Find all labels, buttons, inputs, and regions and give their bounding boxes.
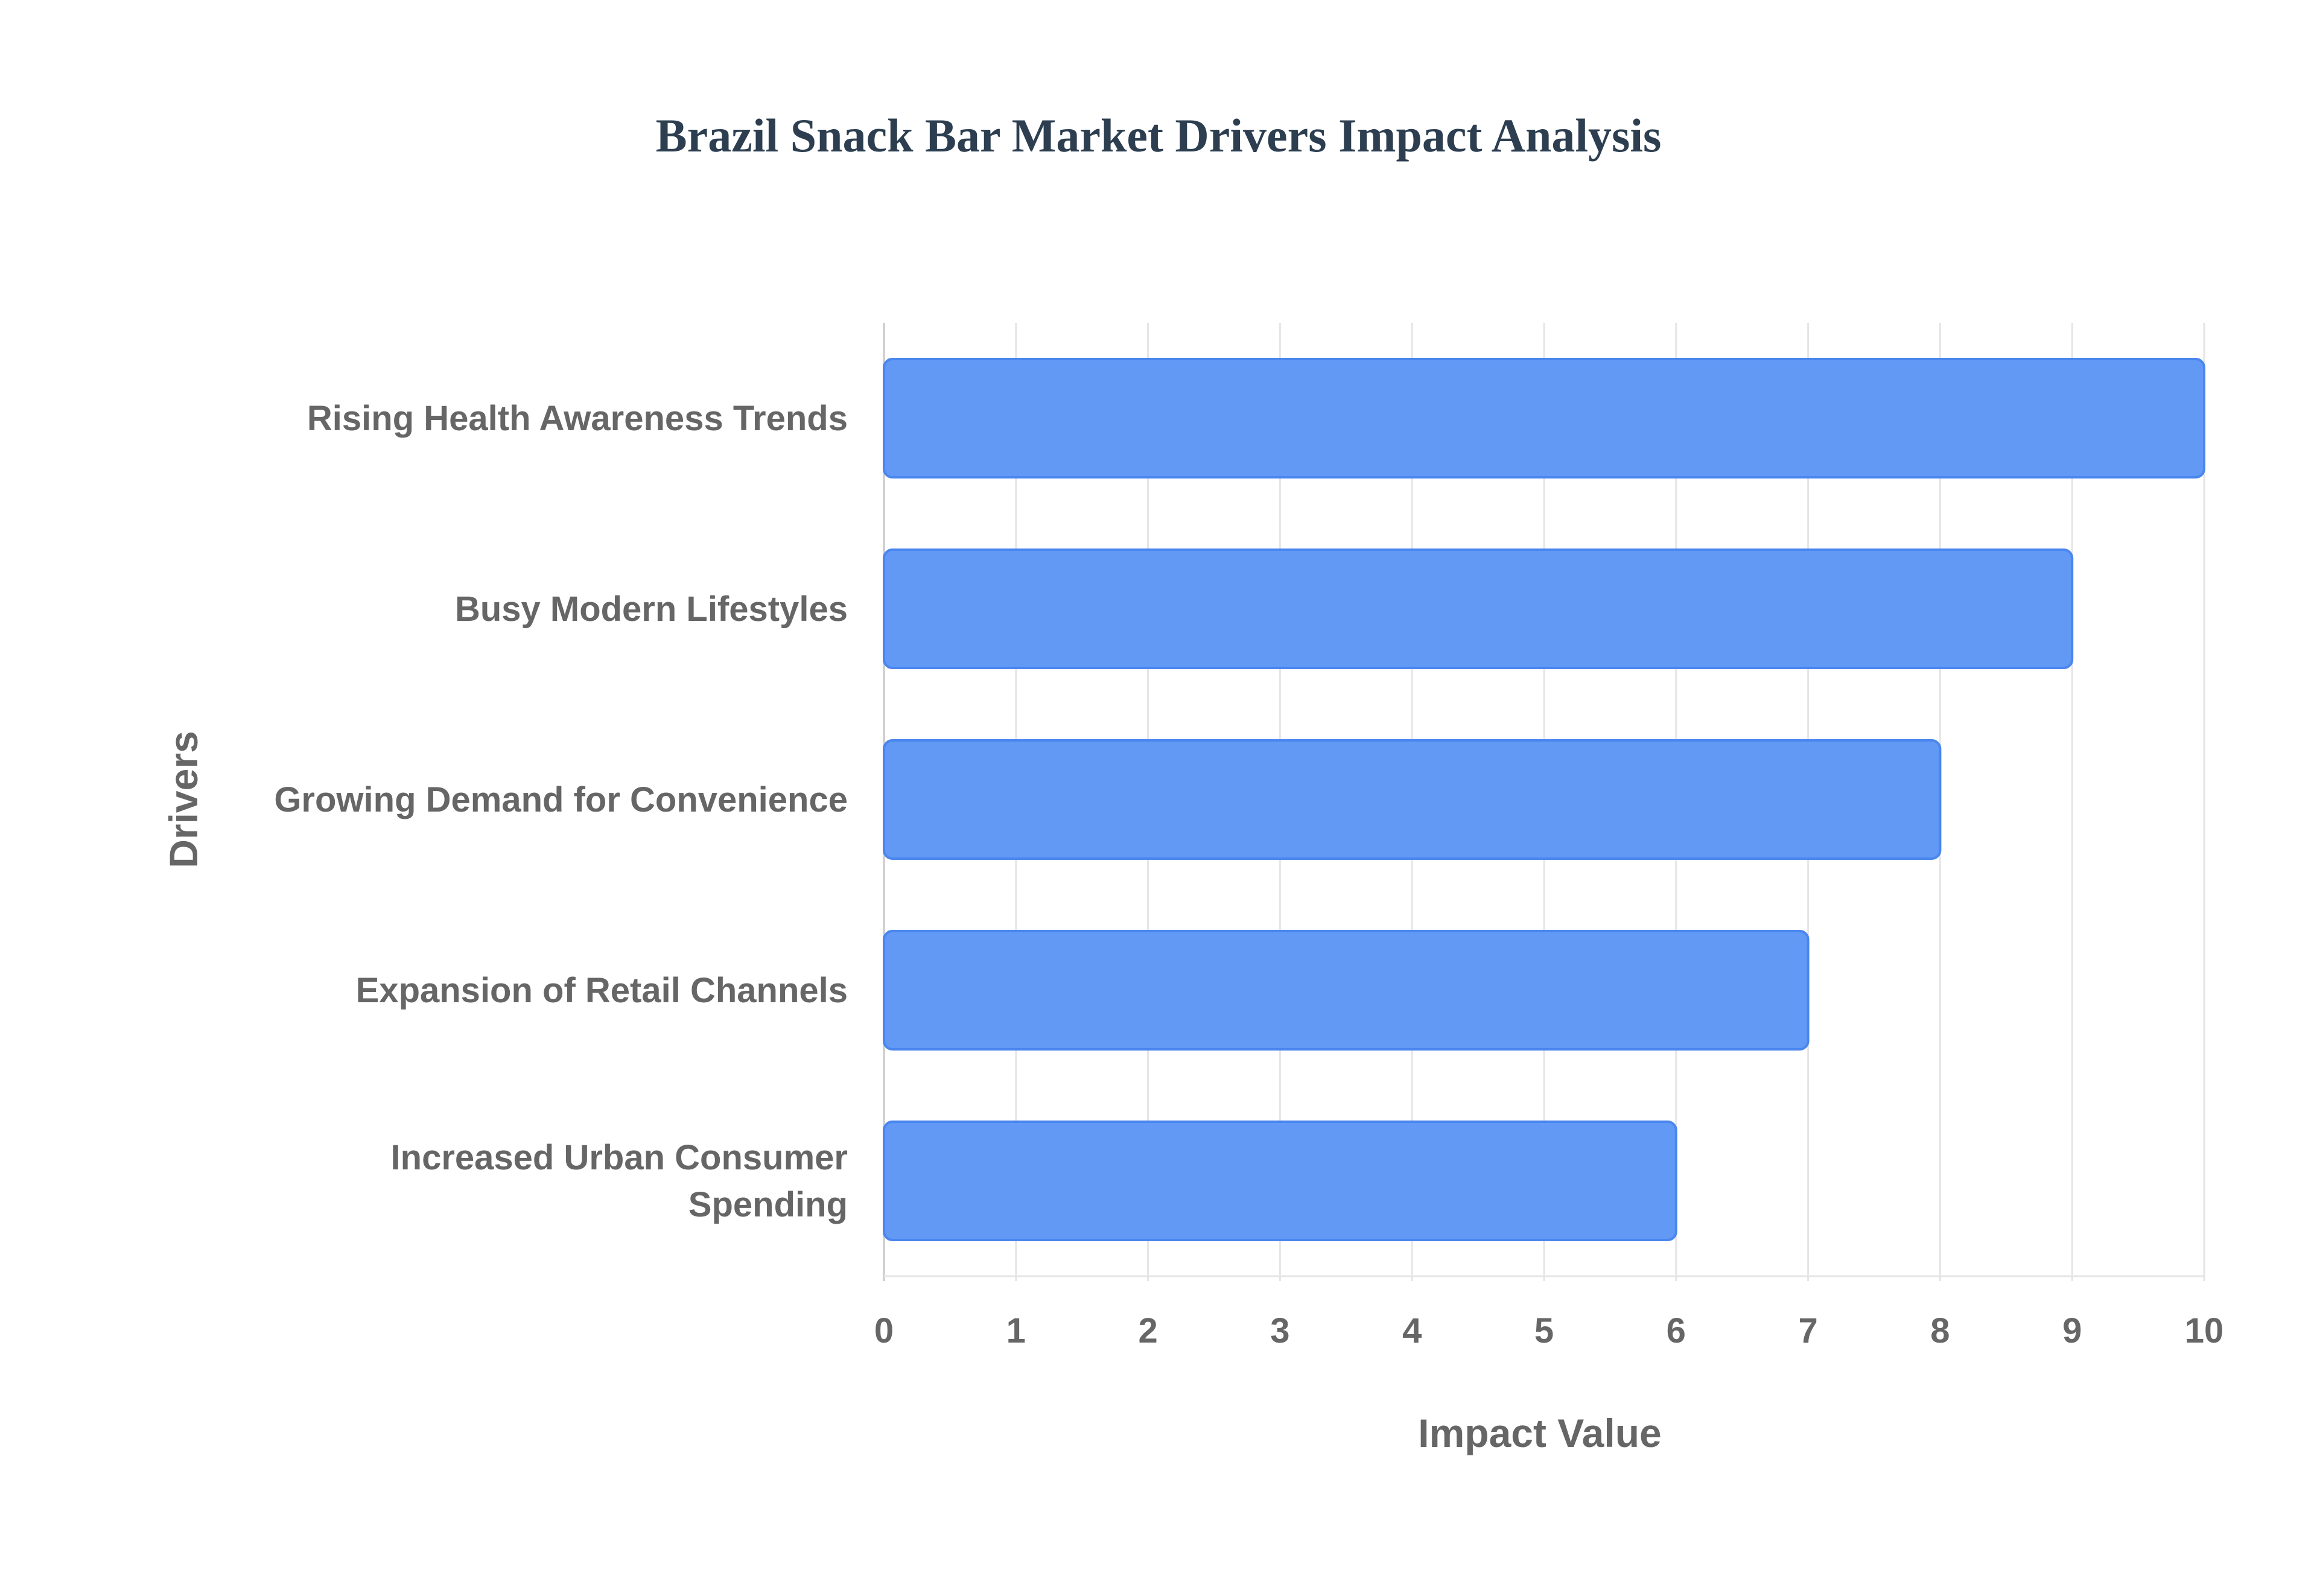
bar[interactable] — [883, 358, 2205, 478]
category-label: Spending — [688, 1185, 848, 1224]
x-tick-label: 3 — [1270, 1311, 1289, 1350]
x-tick-labels: 0 1 2 3 4 5 6 7 8 9 10 — [874, 1311, 2223, 1350]
x-tick-label: 5 — [1534, 1311, 1554, 1350]
x-tick-label: 6 — [1667, 1311, 1686, 1350]
chart-title: Brazil Snack Bar Market Drivers Impact A… — [656, 109, 1662, 162]
x-tick-label: 7 — [1798, 1311, 1817, 1350]
x-tick-label: 10 — [2185, 1311, 2224, 1350]
bar[interactable] — [883, 1121, 1677, 1241]
x-tick-label: 2 — [1138, 1311, 1157, 1350]
x-tick-label: 8 — [1930, 1311, 1950, 1350]
x-axis-title: Impact Value — [1418, 1411, 1662, 1455]
bar[interactable] — [883, 739, 1942, 860]
category-label: Busy Modern Lifestyles — [455, 590, 848, 629]
x-tick-label: 9 — [2062, 1311, 2082, 1350]
x-tick-label: 1 — [1006, 1311, 1026, 1350]
bar[interactable] — [883, 930, 1810, 1051]
x-tick-label: 0 — [874, 1311, 894, 1350]
x-tick-label: 4 — [1402, 1311, 1422, 1350]
category-label: Expansion of Retail Channels — [356, 971, 848, 1010]
category-label: Increased Urban Consumer — [391, 1138, 848, 1177]
y-axis-title: Drivers — [161, 731, 206, 868]
bar[interactable] — [883, 548, 2074, 669]
category-label: Growing Demand for Convenience — [274, 780, 848, 819]
category-label: Rising Health Awareness Trends — [307, 399, 848, 438]
bars — [883, 358, 2205, 1241]
category-labels: Rising Health Awareness Trends Busy Moder… — [274, 399, 848, 1224]
